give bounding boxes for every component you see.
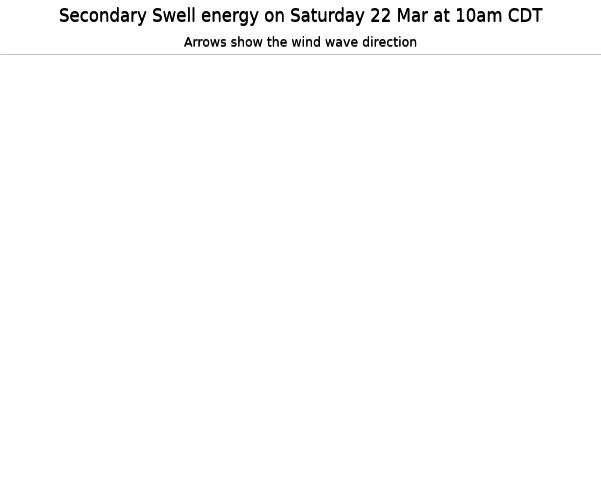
Text: Arrows show the wind wave direction: Arrows show the wind wave direction [184, 37, 417, 50]
Text: Secondary Swell energy on Saturday 22 Mar at 10am CDT: Secondary Swell energy on Saturday 22 Ma… [59, 8, 542, 26]
Text: Cartopy required: Cartopy required [218, 263, 383, 282]
Text: Secondary Swell energy on Saturday 22 Mar at 10am CDT: Secondary Swell energy on Saturday 22 Ma… [59, 7, 542, 25]
Text: Arrows show the wind wave direction: Arrows show the wind wave direction [184, 36, 417, 49]
